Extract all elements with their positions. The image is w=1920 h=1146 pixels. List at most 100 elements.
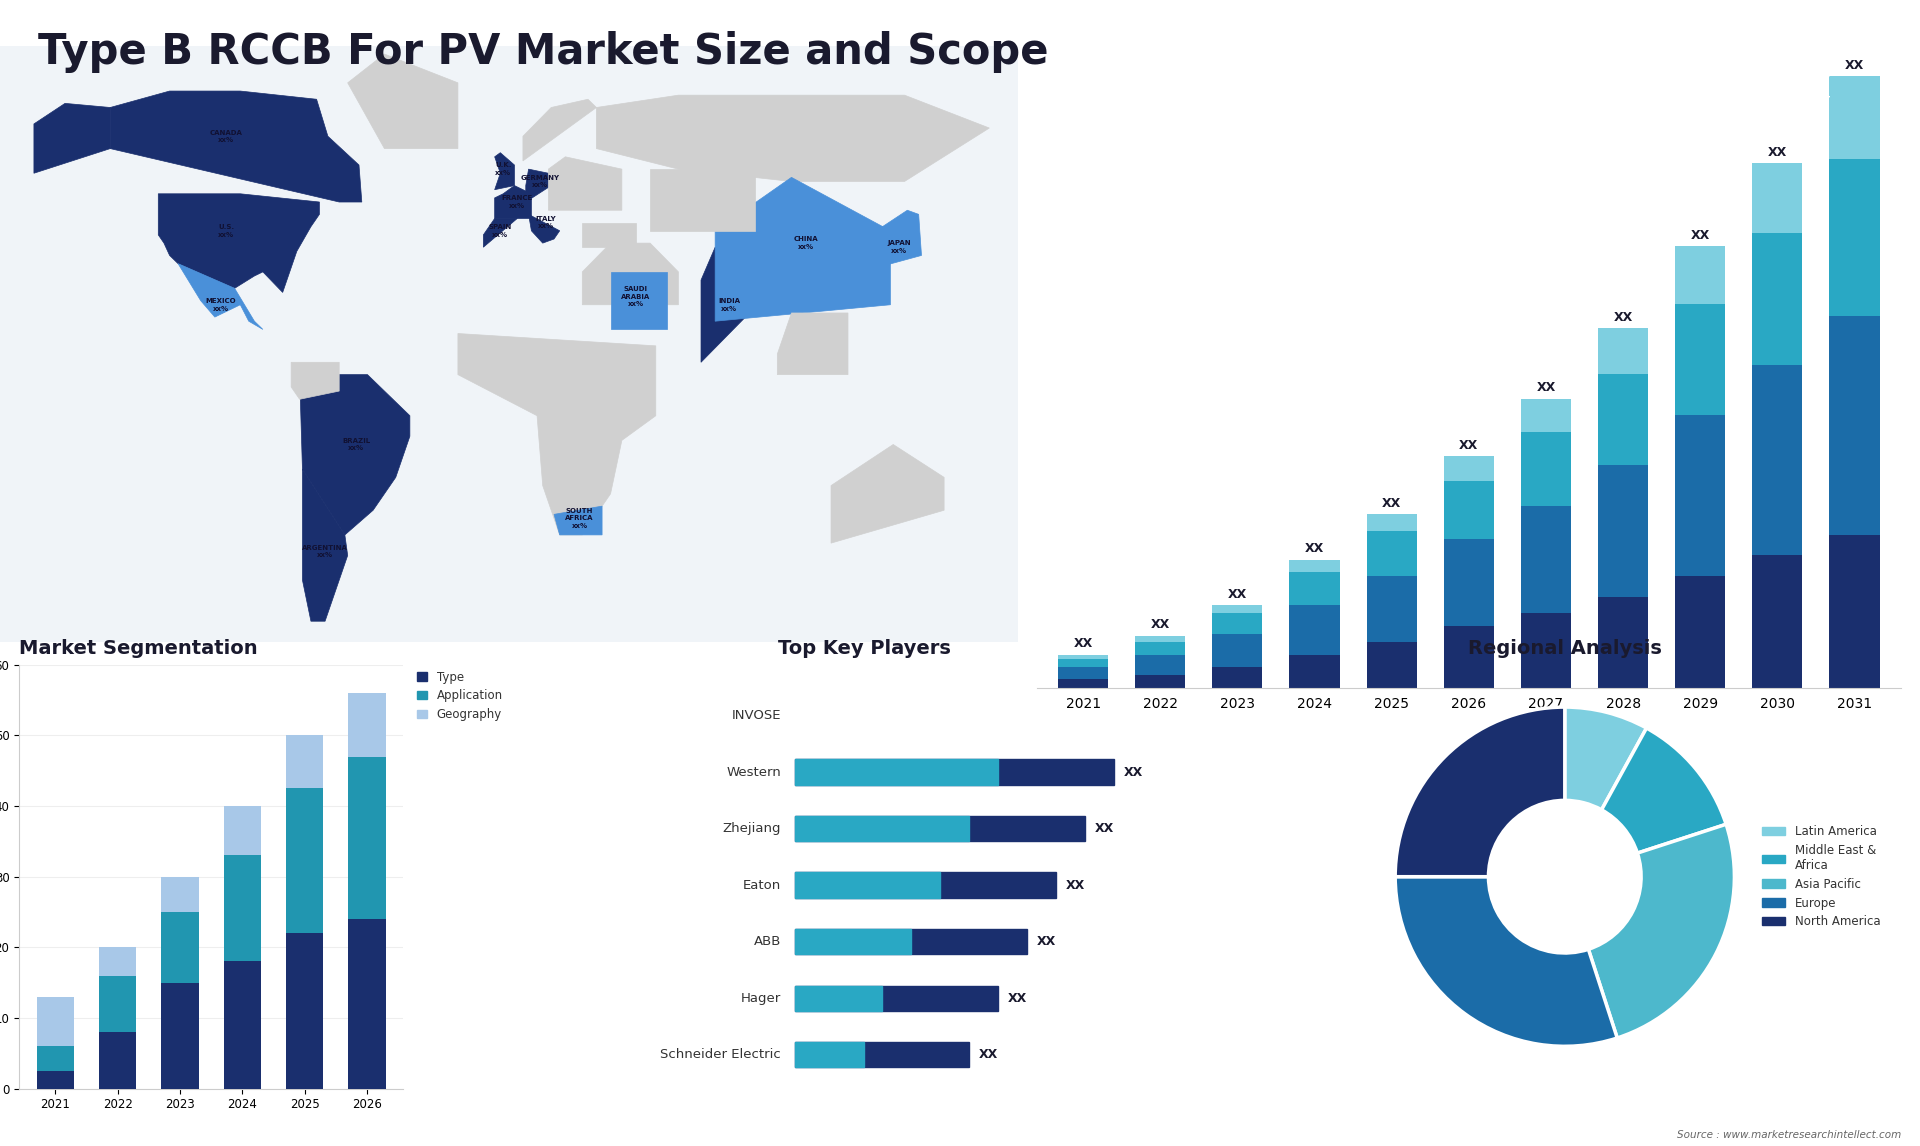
- Text: ABB: ABB: [755, 935, 781, 948]
- Polygon shape: [522, 100, 597, 160]
- Bar: [1674, 245, 1726, 304]
- Wedge shape: [1396, 877, 1617, 1046]
- Text: Western: Western: [726, 766, 781, 778]
- Polygon shape: [303, 469, 348, 621]
- Wedge shape: [1601, 728, 1726, 853]
- Text: XX: XX: [1008, 991, 1027, 1005]
- Bar: [795, 816, 970, 841]
- Bar: [1674, 576, 1726, 688]
- Bar: [1290, 572, 1340, 605]
- Text: XX: XX: [1094, 822, 1114, 835]
- Title: Top Key Players: Top Key Players: [778, 638, 950, 658]
- Text: XX: XX: [1692, 228, 1711, 242]
- Text: XX: XX: [1536, 382, 1555, 394]
- Bar: [161, 912, 200, 982]
- Bar: [1058, 654, 1108, 659]
- Text: CHINA
xx%: CHINA xx%: [793, 236, 818, 250]
- Bar: [1521, 432, 1571, 505]
- Polygon shape: [555, 507, 603, 535]
- Bar: [1597, 328, 1647, 374]
- Text: U.K.
xx%: U.K. xx%: [495, 163, 511, 175]
- Bar: [348, 693, 386, 756]
- Text: SAUDI
ARABIA
xx%: SAUDI ARABIA xx%: [622, 286, 651, 307]
- Bar: [1444, 481, 1494, 539]
- Polygon shape: [495, 186, 532, 219]
- Text: FRANCE
xx%: FRANCE xx%: [501, 195, 534, 209]
- Text: Hager: Hager: [741, 991, 781, 1005]
- Wedge shape: [1588, 824, 1734, 1038]
- Polygon shape: [651, 170, 755, 230]
- Text: XX: XX: [1768, 146, 1788, 159]
- Bar: [1367, 531, 1417, 576]
- Text: GERMANY
xx%: GERMANY xx%: [520, 174, 559, 188]
- Polygon shape: [582, 222, 636, 248]
- Text: U.S.
xx%: U.S. xx%: [219, 223, 234, 237]
- Bar: [1753, 234, 1803, 366]
- Text: ARGENTINA
xx%: ARGENTINA xx%: [301, 544, 348, 558]
- Polygon shape: [549, 157, 622, 210]
- Text: XX: XX: [1150, 619, 1169, 631]
- Bar: [1521, 613, 1571, 688]
- Title: Regional Analysis: Regional Analysis: [1469, 638, 1661, 658]
- Bar: [161, 982, 200, 1089]
- Polygon shape: [876, 210, 922, 268]
- Bar: [1753, 163, 1803, 234]
- Bar: [1212, 667, 1263, 688]
- Bar: [1212, 634, 1263, 667]
- Bar: [1058, 659, 1108, 667]
- Bar: [1753, 366, 1803, 556]
- Wedge shape: [1565, 707, 1647, 810]
- Text: Type B RCCB For PV Market Size and Scope: Type B RCCB For PV Market Size and Scope: [38, 31, 1048, 72]
- Bar: [1597, 374, 1647, 464]
- Bar: [795, 760, 998, 785]
- Text: XX: XX: [1382, 497, 1402, 510]
- Text: INTELLECT: INTELLECT: [1772, 95, 1830, 105]
- Bar: [795, 872, 1056, 898]
- Bar: [36, 1072, 75, 1089]
- Polygon shape: [778, 313, 849, 375]
- Polygon shape: [35, 103, 109, 173]
- Bar: [795, 986, 881, 1011]
- Bar: [1135, 636, 1185, 642]
- Bar: [795, 872, 939, 898]
- Bar: [100, 975, 136, 1033]
- Bar: [1597, 464, 1647, 597]
- Text: MEXICO
xx%: MEXICO xx%: [205, 298, 236, 312]
- Bar: [1444, 456, 1494, 481]
- Text: XX: XX: [1123, 766, 1142, 778]
- Bar: [223, 961, 261, 1089]
- Bar: [795, 1042, 864, 1068]
- Text: Eaton: Eaton: [743, 879, 781, 892]
- Text: INVOSE: INVOSE: [732, 709, 781, 722]
- Bar: [286, 933, 323, 1089]
- Bar: [1830, 316, 1880, 535]
- Text: ITALY
xx%: ITALY xx%: [536, 215, 557, 229]
- Polygon shape: [831, 445, 945, 543]
- Bar: [100, 1033, 136, 1089]
- Bar: [1830, 159, 1880, 316]
- Bar: [1367, 576, 1417, 642]
- Polygon shape: [300, 375, 409, 535]
- Bar: [286, 736, 323, 788]
- Legend: Latin America, Middle East &
Africa, Asia Pacific, Europe, North America: Latin America, Middle East & Africa, Asi…: [1761, 825, 1880, 928]
- Text: SPAIN
xx%: SPAIN xx%: [490, 223, 513, 237]
- Polygon shape: [179, 264, 263, 329]
- Text: XX: XX: [1845, 60, 1864, 72]
- Bar: [1212, 605, 1263, 613]
- Text: INDIA
xx%: INDIA xx%: [718, 298, 741, 312]
- Bar: [1290, 559, 1340, 572]
- Bar: [1830, 535, 1880, 688]
- Bar: [1753, 556, 1803, 688]
- Text: XX: XX: [1306, 542, 1325, 556]
- Bar: [795, 760, 1114, 785]
- Bar: [36, 997, 75, 1046]
- Bar: [1135, 675, 1185, 688]
- Bar: [1444, 626, 1494, 688]
- Bar: [1212, 613, 1263, 634]
- Text: Zhejiang: Zhejiang: [722, 822, 781, 835]
- Bar: [1135, 654, 1185, 675]
- Legend: Type, Application, Geography: Type, Application, Geography: [417, 670, 503, 721]
- Text: Source : www.marketresearchintellect.com: Source : www.marketresearchintellect.com: [1676, 1130, 1901, 1140]
- Bar: [1290, 605, 1340, 654]
- Bar: [1058, 680, 1108, 688]
